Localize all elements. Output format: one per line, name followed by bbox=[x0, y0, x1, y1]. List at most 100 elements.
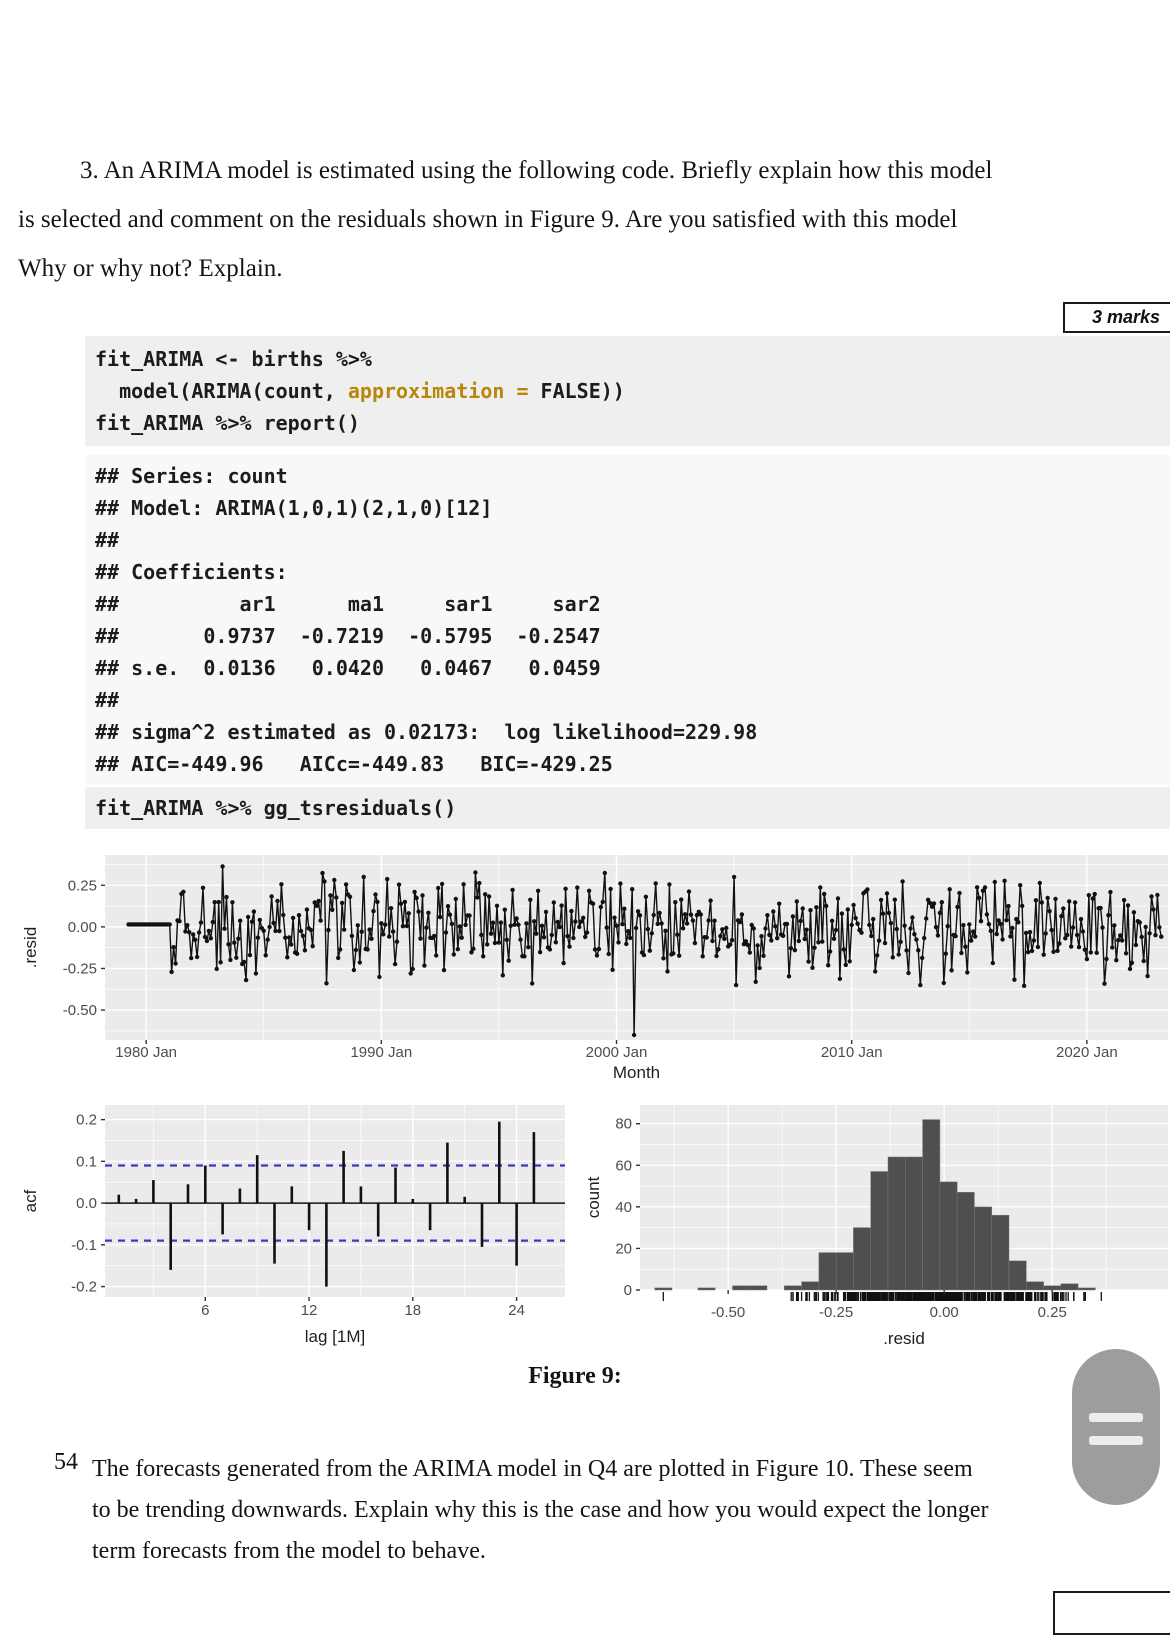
residual-point bbox=[773, 924, 778, 929]
residual-point bbox=[947, 887, 952, 892]
residual-point bbox=[390, 929, 396, 934]
residual-point bbox=[824, 903, 829, 909]
residual-point bbox=[957, 890, 962, 896]
residual-point bbox=[1074, 932, 1080, 938]
scroll-handle[interactable] bbox=[1072, 1349, 1160, 1505]
residual-point bbox=[443, 930, 449, 935]
histogram-bar bbox=[853, 1227, 871, 1291]
residual-point bbox=[273, 928, 278, 934]
acf-bar bbox=[515, 1203, 518, 1266]
residual-point bbox=[596, 946, 602, 952]
residual-point bbox=[749, 922, 754, 928]
residual-point bbox=[892, 897, 897, 902]
residual-point bbox=[1002, 878, 1007, 883]
residual-point bbox=[434, 953, 439, 958]
acf-bar bbox=[480, 1203, 484, 1247]
residual-point bbox=[518, 937, 523, 942]
x-tick-label: 6 bbox=[201, 1302, 209, 1319]
console-line: ## s.e. 0.0136 0.0420 0.0467 0.0459 bbox=[95, 656, 601, 680]
residual-point bbox=[890, 955, 895, 960]
residual-point bbox=[222, 926, 227, 931]
residual-point bbox=[716, 947, 721, 952]
residual-point bbox=[806, 959, 811, 964]
residual-point bbox=[628, 935, 633, 941]
residual-point bbox=[684, 921, 690, 926]
residual-point bbox=[285, 955, 290, 960]
residual-point bbox=[267, 924, 272, 930]
x-tick-label: 12 bbox=[301, 1302, 318, 1319]
residual-point bbox=[416, 909, 421, 914]
residual-point bbox=[729, 938, 735, 943]
residual-point bbox=[510, 887, 515, 893]
residual-point bbox=[814, 905, 819, 910]
residual-point bbox=[1020, 903, 1025, 909]
residual-point bbox=[206, 928, 212, 934]
residual-point bbox=[528, 897, 533, 902]
residual-point bbox=[238, 918, 243, 923]
y-axis-title: acf bbox=[21, 1189, 40, 1212]
residual-point bbox=[181, 889, 186, 894]
acf-bar bbox=[152, 1180, 155, 1204]
residual-point bbox=[561, 960, 566, 966]
residual-point bbox=[1121, 897, 1127, 903]
residual-point bbox=[867, 922, 872, 928]
question-3-line: 3. An ARIMA model is estimated using the… bbox=[80, 157, 993, 184]
residual-point bbox=[191, 932, 196, 937]
residuals-time-series-plot: 1980 Jan 1990 Jan 2000 Jan 2010 Jan 2020 Jan… bbox=[21, 855, 1168, 1082]
residual-point bbox=[837, 976, 843, 981]
residual-point bbox=[534, 931, 539, 936]
residual-point bbox=[245, 914, 251, 920]
residual-point bbox=[483, 892, 488, 897]
residual-point bbox=[202, 934, 208, 940]
residual-point bbox=[530, 981, 535, 986]
residual-point bbox=[424, 925, 429, 930]
residual-point bbox=[1067, 899, 1072, 904]
residual-point bbox=[485, 942, 490, 947]
residual-point bbox=[539, 923, 545, 928]
residual-point bbox=[967, 922, 972, 927]
residual-point bbox=[841, 947, 846, 952]
residual-point bbox=[314, 903, 319, 908]
residual-point bbox=[943, 951, 948, 956]
residual-point bbox=[377, 974, 382, 980]
x-axis-title: .resid bbox=[883, 1329, 925, 1348]
residual-point bbox=[871, 916, 876, 922]
residual-point bbox=[283, 935, 288, 940]
residual-point bbox=[426, 910, 431, 915]
residual-point bbox=[571, 935, 576, 941]
residual-point bbox=[853, 915, 858, 921]
residual-point bbox=[473, 870, 478, 875]
residual-point bbox=[414, 895, 419, 901]
residual-point bbox=[878, 897, 884, 903]
acf-bar bbox=[498, 1121, 501, 1204]
residual-point bbox=[1080, 929, 1086, 934]
question-54-line: The forecasts generated from the ARIMA m… bbox=[92, 1456, 973, 1482]
residual-point bbox=[786, 974, 792, 979]
residual-point bbox=[298, 928, 304, 934]
residual-point bbox=[1041, 952, 1046, 957]
residual-point bbox=[312, 900, 317, 905]
residual-point bbox=[1072, 900, 1078, 905]
residual-point bbox=[692, 940, 698, 946]
residual-point bbox=[1012, 977, 1017, 982]
residual-point bbox=[277, 928, 282, 934]
residual-point bbox=[394, 939, 400, 944]
residual-point bbox=[1016, 920, 1021, 925]
histogram-bar bbox=[991, 1214, 1010, 1291]
residual-point bbox=[1159, 934, 1164, 939]
residual-point bbox=[647, 948, 652, 953]
x-tick-label: 2020 Jan bbox=[1056, 1044, 1118, 1061]
residual-point bbox=[1151, 907, 1156, 912]
residual-point bbox=[1116, 938, 1121, 943]
console-output: ## Series: count ## Model: ARIMA(1,0,1)(2… bbox=[85, 455, 1170, 785]
residual-point bbox=[447, 912, 453, 917]
residual-point bbox=[665, 969, 670, 974]
residual-point bbox=[706, 918, 711, 923]
residual-point bbox=[212, 900, 217, 905]
code-text: model(ARIMA(count, bbox=[95, 379, 348, 403]
residual-point bbox=[655, 921, 660, 927]
residual-point bbox=[1061, 906, 1066, 911]
residual-point bbox=[720, 927, 725, 932]
residual-point bbox=[296, 913, 302, 918]
residual-point bbox=[708, 898, 713, 903]
